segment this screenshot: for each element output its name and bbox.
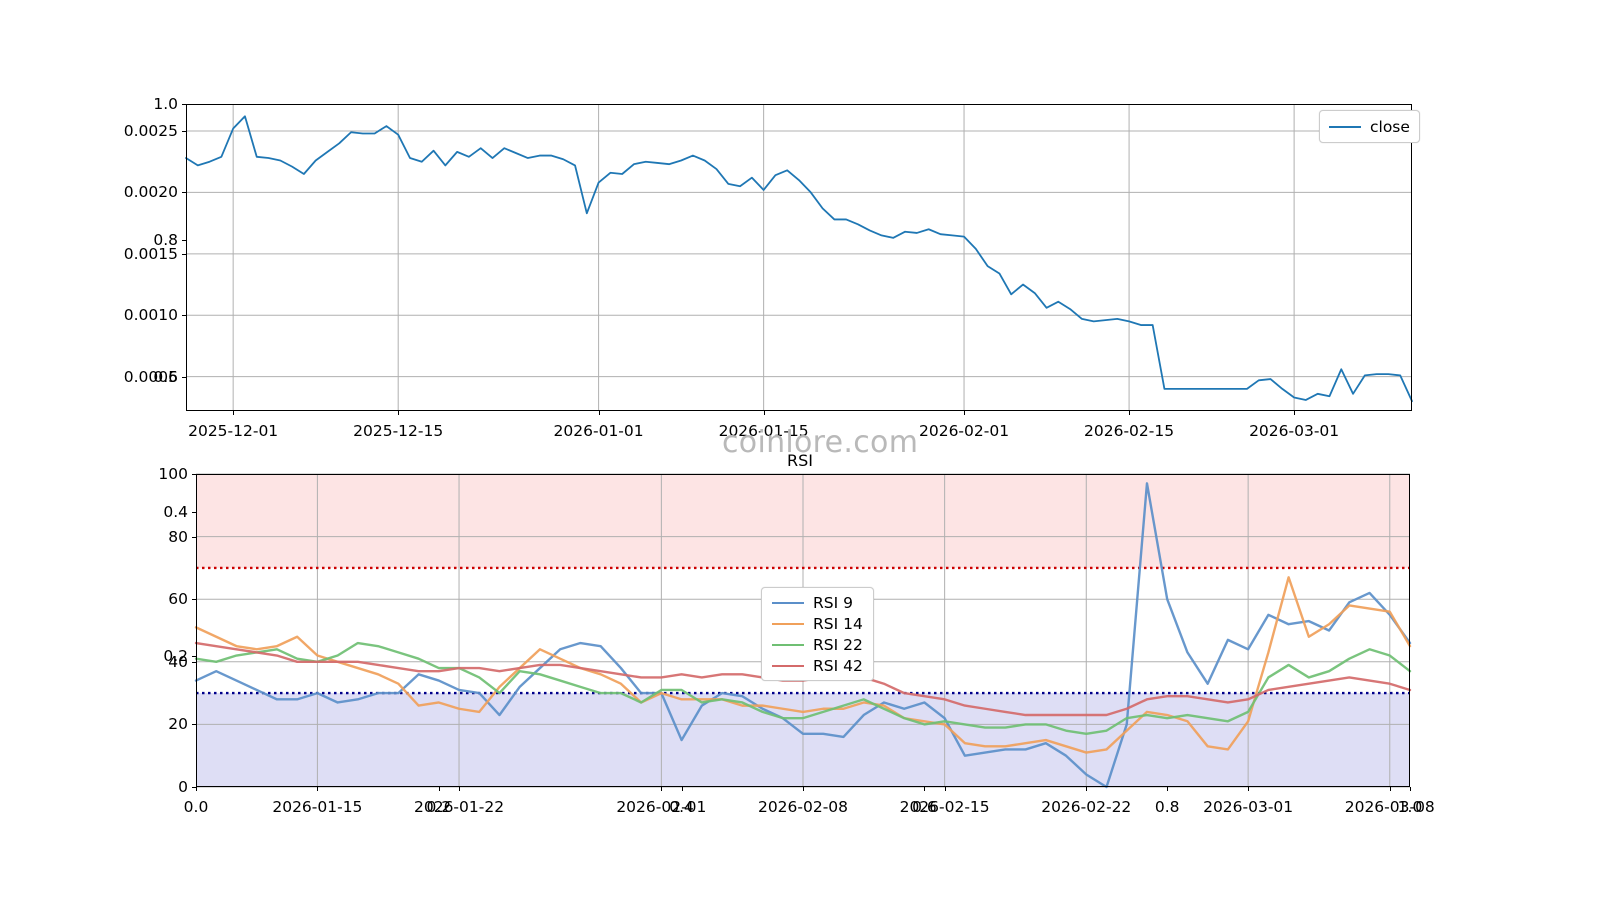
- rsi-x-tick-label-ghost: 0.0: [183, 798, 209, 816]
- price-x-tickmark: [1294, 411, 1296, 415]
- rsi-legend[interactable]: RSI 9 RSI 14 RSI 22 RSI 42: [761, 587, 874, 681]
- rsi-plot-frame: [196, 474, 1410, 787]
- rsi-x-tickmark-ghost: [1410, 787, 1411, 791]
- price-x-tick-label: 2026-02-01: [918, 422, 1010, 440]
- rsi-y-tickmark: [192, 599, 196, 601]
- rsi-y-tickmark: [192, 661, 196, 663]
- rsi-x-tick-label: 2026-02-22: [1041, 798, 1132, 816]
- legend-item-rsi42[interactable]: RSI 42: [772, 655, 863, 676]
- rsi-x-tickmark: [317, 787, 319, 791]
- rsi-y-tickmark: [192, 536, 196, 538]
- legend-line-icon: [1329, 125, 1361, 128]
- rsi-x-tick-label-ghost: 0.2: [426, 798, 452, 816]
- price-y-tickmark-ghost: [182, 377, 186, 378]
- price-y-tick-label-ghost: 0.6: [153, 368, 178, 386]
- rsi-x-tickmark-ghost: [196, 787, 197, 791]
- legend-line-icon: [772, 601, 804, 604]
- rsi-x-tickmark: [803, 787, 804, 791]
- legend-item-rsi9[interactable]: RSI 9: [772, 592, 863, 613]
- price-x-tickmark: [598, 411, 600, 415]
- price-legend[interactable]: close: [1319, 110, 1420, 143]
- price-y-tickmark: [182, 192, 186, 194]
- price-y-tick-label: 0.0015: [123, 244, 178, 263]
- rsi-x-tickmark: [459, 787, 461, 791]
- rsi-x-tickmark: [1248, 787, 1250, 791]
- price-y-tickmark: [182, 253, 186, 255]
- price-chart-panel: 0.0005 0.0010 0.0015 0.0020 0.0025 1.0 0.8 0.6…: [0, 0, 1600, 440]
- rsi-x-tick-label-ghost: 0.8: [1154, 798, 1180, 816]
- rsi-y-tick-label: 0: [178, 778, 188, 796]
- price-y-tick-label: 0.0020: [123, 183, 178, 202]
- legend-line-icon: [772, 664, 804, 667]
- rsi-x-tickmark: [944, 787, 946, 791]
- rsi-x-tick-label: 2026-03-01: [1203, 798, 1294, 816]
- rsi-x-tickmark: [1086, 787, 1088, 791]
- rsi-x-tickmark: [1389, 787, 1391, 791]
- price-y-tickmark: [182, 315, 186, 317]
- rsi-chart-panel: RSI 0 20 40 60 80 100 0.4 0.2 2026-01-15 2026-0…: [0, 440, 1600, 900]
- rsi-y-tick-label-ghost: 0.2: [163, 647, 188, 665]
- legend-item-rsi14[interactable]: RSI 14: [772, 613, 863, 634]
- price-x-tickmark: [964, 411, 966, 415]
- price-x-tick-label: 2025-12-01: [188, 422, 279, 440]
- rsi-title: RSI: [787, 451, 813, 470]
- rsi-x-tickmark-ghost: [681, 787, 683, 791]
- price-y-tick-label-ghost: 1.0: [153, 95, 178, 113]
- price-y-tickmark-ghost: [182, 104, 186, 105]
- price-x-tickmark: [398, 411, 400, 415]
- watermark: coinlore.com: [722, 425, 919, 460]
- price-x-tick-label: 2026-01-01: [553, 422, 644, 440]
- rsi-y-tickmark: [192, 474, 196, 475]
- rsi-x-tick-label: 2026-01-22: [413, 798, 505, 816]
- legend-line-icon: [772, 643, 804, 646]
- price-x-tick-label: 2026-03-01: [1249, 422, 1340, 440]
- price-x-tickmark: [763, 411, 765, 415]
- price-y-tick-label-ghost: 0.8: [153, 231, 178, 249]
- legend-label: RSI 14: [813, 614, 863, 633]
- rsi-y-tickmark: [192, 787, 196, 788]
- price-x-tick-label: 2026-01-15: [718, 422, 809, 440]
- rsi-x-tick-label: 2026-03-08: [1344, 798, 1435, 816]
- rsi-y-tick-label: 100: [158, 465, 188, 483]
- rsi-y-tickmark-ghost: [192, 512, 196, 513]
- price-x-tickmark: [233, 411, 235, 415]
- legend-line-icon: [772, 622, 804, 625]
- rsi-x-tickmark-ghost: [924, 787, 926, 791]
- rsi-lines-svg: [194, 473, 1412, 789]
- rsi-y-tickmark: [192, 724, 196, 726]
- price-plot-frame: [186, 104, 1412, 411]
- rsi-x-tick-label-ghost: 1.0: [1397, 798, 1423, 816]
- rsi-x-tick-label-ghost: 0.4: [669, 798, 694, 816]
- legend-label: RSI 42: [813, 656, 863, 675]
- rsi-x-tickmark-ghost: [1167, 787, 1169, 791]
- rsi-y-tick-label: 80: [168, 527, 188, 546]
- legend-label: RSI 22: [813, 635, 863, 654]
- price-x-tickmark: [1129, 411, 1131, 415]
- rsi-y-tickmark-ghost: [192, 656, 196, 657]
- rsi-x-tick-label-ghost: 0.6: [912, 798, 937, 816]
- rsi-y-tick-label: 20: [168, 715, 188, 734]
- price-y-tickmark-ghost: [182, 240, 186, 241]
- rsi-y-tick-label: 40: [168, 652, 188, 671]
- rsi-x-tick-label: 2026-02-15: [899, 798, 990, 816]
- price-y-tick-label: 0.0010: [123, 306, 178, 325]
- price-x-tick-label: 2025-12-15: [353, 422, 444, 440]
- legend-label: close: [1370, 117, 1410, 136]
- rsi-y-tick-label: 60: [168, 590, 188, 609]
- legend-item-rsi22[interactable]: RSI 22: [772, 634, 863, 655]
- rsi-x-tick-label: 2026-01-15: [272, 798, 363, 816]
- price-line-svg: [185, 104, 1413, 411]
- rsi-x-tickmark: [661, 787, 663, 791]
- rsi-x-tick-label: 2026-02-08: [757, 798, 849, 816]
- price-x-tick-label: 2026-02-15: [1084, 422, 1175, 440]
- price-y-tickmark: [182, 131, 186, 133]
- rsi-x-tickmark-ghost: [438, 787, 440, 791]
- rsi-x-tick-label: 2026-02-01: [616, 798, 707, 816]
- legend-item-close[interactable]: close: [1329, 116, 1410, 137]
- price-y-tick-label: 0.0025: [123, 122, 178, 141]
- rsi-y-tick-label-ghost: 0.4: [163, 503, 188, 521]
- legend-label: RSI 9: [813, 593, 853, 612]
- price-y-tick-label: 0.0005: [123, 367, 178, 386]
